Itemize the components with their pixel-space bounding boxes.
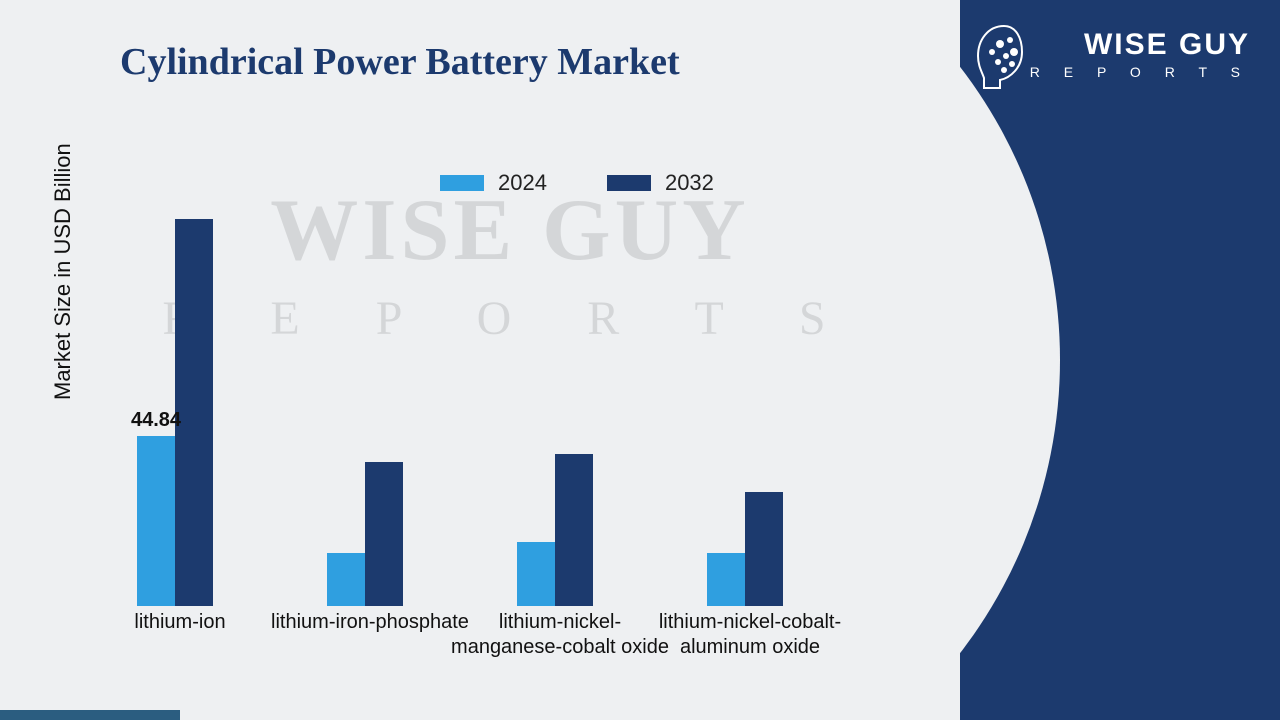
legend-label: 2032 [665, 170, 714, 196]
brand-head-icon [970, 22, 1030, 94]
brand-line2: R E P O R T S [1030, 64, 1250, 80]
legend-swatch [440, 175, 484, 191]
bar-2032 [365, 462, 403, 606]
bar-2024 [707, 553, 745, 606]
bar-chart: 44.84 [120, 208, 890, 606]
bar-2024 [327, 553, 365, 606]
x-axis-label: lithium-nickel-cobalt-aluminum oxide [635, 610, 865, 660]
legend: 2024 2032 [440, 170, 714, 196]
brand-line1: WISE GUY [1030, 28, 1250, 62]
bottom-accent-bar [0, 710, 180, 720]
bar-2032 [555, 454, 593, 606]
y-axis-label: Market Size in USD Billion [50, 143, 76, 400]
value-label: 44.84 [131, 409, 181, 432]
brand-logo: WISE GUY R E P O R T S [1030, 28, 1250, 80]
legend-item: 2024 [440, 170, 547, 196]
bar-2032 [745, 492, 783, 606]
bar-group [505, 208, 615, 606]
x-axis: lithium-ionlithium-iron-phosphatelithium… [120, 610, 890, 690]
bar-2024 [517, 542, 555, 606]
legend-swatch [607, 175, 651, 191]
bar-group [125, 208, 235, 606]
chart-title: Cylindrical Power Battery Market [120, 40, 680, 84]
bar-group [695, 208, 805, 606]
legend-item: 2032 [607, 170, 714, 196]
bar-2024 [137, 436, 175, 606]
bar-group [315, 208, 425, 606]
legend-label: 2024 [498, 170, 547, 196]
canvas: Cylindrical Power Battery Market WISE GU… [0, 0, 1280, 720]
